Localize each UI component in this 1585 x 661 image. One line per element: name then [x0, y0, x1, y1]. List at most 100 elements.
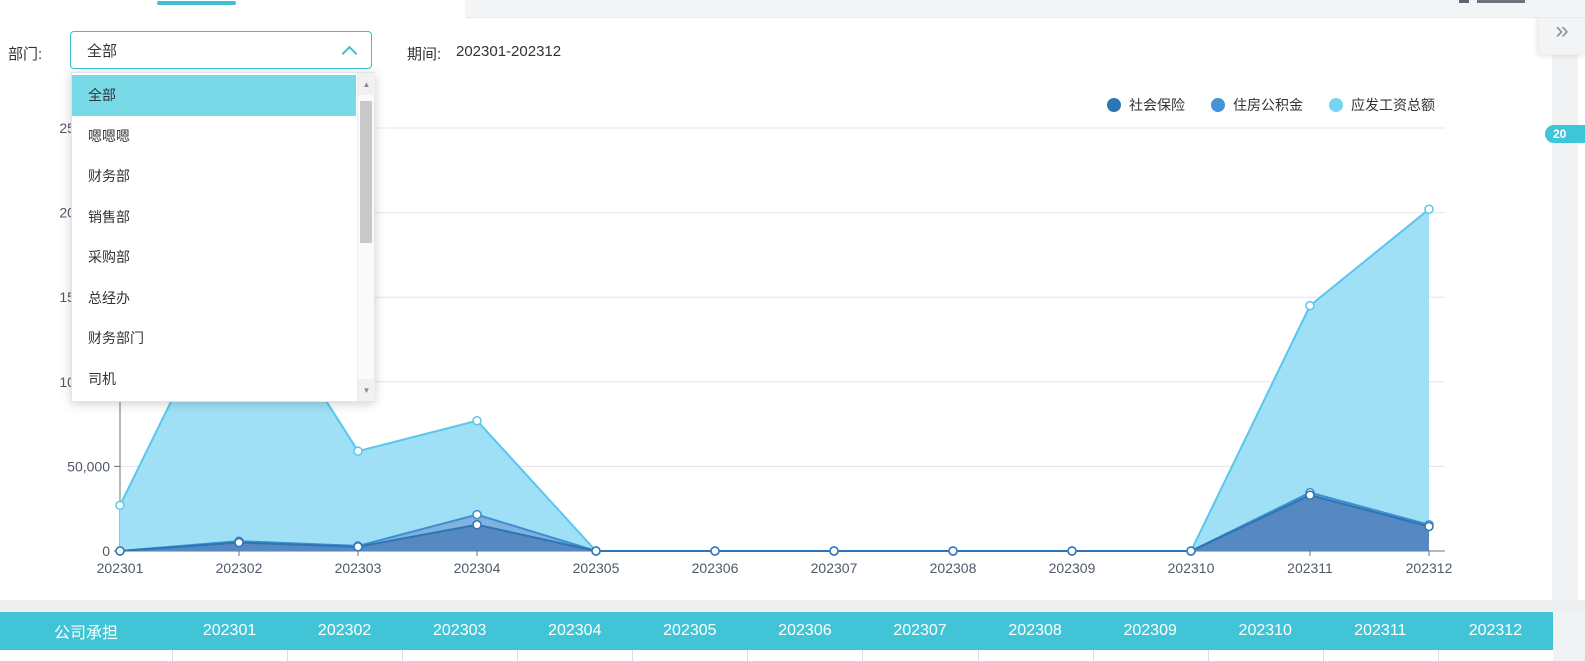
- data-point-应发工资总额: [1305, 300, 1315, 311]
- period-label: 期间:: [407, 46, 442, 63]
- bottom-right-filler: [1553, 612, 1585, 661]
- legend-dot-icon: [1211, 98, 1225, 112]
- legend-dot-icon: [1329, 98, 1343, 112]
- dropdown-item[interactable]: 财务部: [88, 168, 130, 185]
- data-point-社会保险: [710, 546, 720, 556]
- x-axis-label: 202306: [692, 560, 739, 576]
- department-select-value: 全部: [87, 42, 118, 60]
- dropdown-item[interactable]: 销售部: [88, 208, 130, 225]
- active-tab-underline[interactable]: [157, 1, 236, 5]
- data-point-社会保险: [353, 542, 363, 552]
- dropdown-item[interactable]: 总经办: [88, 289, 130, 306]
- legend-label: 社会保险: [1129, 97, 1185, 113]
- year-badge: 20: [1545, 125, 1585, 143]
- y-axis-label: 0: [102, 543, 110, 559]
- table-cell: [1092, 650, 1208, 661]
- dropdown-item[interactable]: 财务部门: [88, 330, 144, 347]
- company-burden-table: 公司承担 202301 202302 202303 202304 202305 202306…: [0, 612, 1553, 661]
- x-axis-label: 202301: [97, 560, 144, 576]
- data-point-应发工资总额: [115, 500, 125, 511]
- table-header-month: 202304: [548, 622, 602, 639]
- data-point-社会保险: [472, 520, 482, 530]
- chart-legend: 社会保险 住房公积金 应发工资总额: [1107, 95, 1435, 115]
- table-row: [0, 650, 1553, 661]
- scroll-down-icon[interactable]: ▼: [358, 379, 375, 401]
- data-point-应发工资总额: [472, 415, 482, 426]
- table-cell: [287, 650, 402, 661]
- x-axis-label: 202307: [811, 560, 858, 576]
- table-header-month: 202309: [1123, 622, 1177, 639]
- table-cell: [977, 650, 1093, 661]
- table-header-month: 202312: [1468, 622, 1523, 639]
- area-应发工资总额: [120, 209, 1429, 551]
- legend-item[interactable]: 社会保险: [1107, 95, 1185, 115]
- period-value: 202301-202312: [456, 43, 562, 60]
- table-cell: [402, 650, 517, 661]
- chevron-up-icon: [341, 45, 358, 61]
- table-header-month: 202305: [663, 622, 717, 639]
- data-point-社会保险: [829, 546, 839, 556]
- department-dropdown-list: 全部嗯嗯嗯财务部销售部采购部总经办财务部门司机: [72, 75, 356, 399]
- department-label: 部门:: [8, 46, 43, 63]
- x-axis-label: 202304: [454, 560, 501, 576]
- line-社会保险: [119, 494, 1430, 552]
- dropdown-item[interactable]: 嗯嗯嗯: [88, 127, 130, 144]
- department-select[interactable]: 全部: [70, 31, 372, 69]
- x-axis-label: 202312: [1406, 560, 1453, 576]
- x-axis-label: 202309: [1049, 560, 1096, 576]
- y-axis-label: 50,000: [67, 458, 110, 474]
- legend-label: 应发工资总额: [1351, 97, 1435, 113]
- table-header-month: 202303: [433, 622, 487, 639]
- dropdown-scrollbar[interactable]: ▲ ▼: [357, 73, 375, 401]
- double-chevron-right-icon: »: [1555, 17, 1569, 44]
- table-header-month: 202302: [317, 622, 372, 639]
- dropdown-item[interactable]: 全部: [72, 75, 356, 116]
- table-cell: [1322, 650, 1438, 661]
- scroll-up-icon[interactable]: ▲: [358, 73, 375, 95]
- x-axis-label: 202310: [1168, 560, 1215, 576]
- tab-bar-background: [465, 0, 1585, 18]
- scrollbar-thumb[interactable]: [360, 101, 372, 243]
- top-tab-bar: [0, 0, 1585, 18]
- table-cell: [517, 650, 632, 661]
- legend-label: 住房公积金: [1233, 97, 1303, 113]
- table-header-month: 202307: [893, 622, 947, 639]
- table-cell: [632, 650, 747, 661]
- dropdown-item[interactable]: 司机: [88, 370, 116, 387]
- table-cell: [1207, 650, 1323, 661]
- department-dropdown: 全部嗯嗯嗯财务部销售部采购部总经办财务部门司机 ▲ ▼: [71, 72, 375, 402]
- table-cell: [172, 650, 287, 661]
- table-header-company-burden: 公司承担: [53, 625, 118, 642]
- table-header-month: 202311: [1354, 622, 1407, 639]
- table-header-row: 公司承担 202301 202302 202303 202304 202305 202306…: [0, 612, 1553, 650]
- x-axis-label: 202302: [216, 560, 263, 576]
- table-header-month: 202308: [1008, 622, 1062, 639]
- legend-item[interactable]: 住房公积金: [1211, 95, 1303, 115]
- x-axis-label: 202311: [1287, 560, 1333, 576]
- data-point-社会保险: [115, 546, 125, 556]
- data-point-住房公积金: [472, 509, 482, 520]
- table-cell: [0, 650, 172, 661]
- table-cell: [862, 650, 977, 661]
- data-point-社会保险: [1186, 546, 1196, 556]
- data-point-社会保险: [591, 546, 601, 556]
- collapsed-side-panel[interactable]: [1552, 55, 1578, 600]
- tab-bar-active-area: [0, 0, 465, 18]
- data-point-社会保险: [234, 537, 244, 548]
- data-point-社会保险: [1424, 521, 1434, 532]
- x-axis-label: 202308: [930, 560, 977, 576]
- table-header-month: 202301: [202, 622, 257, 639]
- data-point-社会保险: [948, 546, 958, 556]
- data-point-社会保险: [1067, 546, 1077, 556]
- data-point-应发工资总额: [353, 446, 363, 456]
- legend-item[interactable]: 应发工资总额: [1329, 95, 1435, 115]
- table-header-month: 202306: [778, 622, 832, 639]
- data-point-应发工资总额: [1424, 204, 1434, 214]
- area-社会保险: [120, 495, 1429, 551]
- x-axis-label: 202303: [335, 560, 382, 576]
- data-point-社会保险: [1305, 490, 1315, 500]
- x-axis-label: 202305: [573, 560, 620, 576]
- legend-dot-icon: [1107, 98, 1121, 112]
- table-header-month: 202310: [1238, 622, 1292, 639]
- dropdown-item[interactable]: 采购部: [88, 249, 130, 266]
